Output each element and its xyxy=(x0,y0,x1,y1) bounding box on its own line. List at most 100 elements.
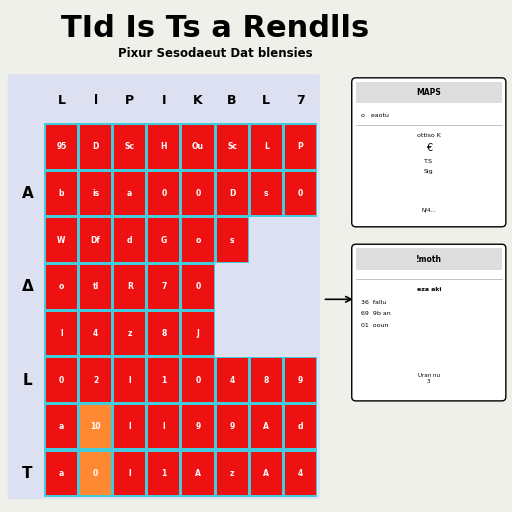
Bar xyxy=(114,405,145,449)
Text: l: l xyxy=(162,422,165,431)
Text: TId Is Ts a Rendlls: TId Is Ts a Rendlls xyxy=(61,14,369,42)
Bar xyxy=(217,452,248,495)
Bar xyxy=(217,218,248,262)
Bar xyxy=(147,450,181,497)
Bar xyxy=(114,358,145,402)
Bar xyxy=(182,172,214,215)
Bar xyxy=(80,452,111,495)
Text: ottiso K: ottiso K xyxy=(417,133,441,138)
Bar xyxy=(113,123,147,170)
Text: 2: 2 xyxy=(93,375,98,385)
Text: l: l xyxy=(129,422,131,431)
Text: 0: 0 xyxy=(161,189,166,198)
Text: Δ: Δ xyxy=(22,279,33,294)
Text: s: s xyxy=(264,189,268,198)
Text: Sc: Sc xyxy=(227,142,237,151)
Text: P: P xyxy=(125,94,134,106)
Bar xyxy=(215,123,249,170)
Bar xyxy=(251,172,282,215)
Bar xyxy=(181,263,215,310)
Text: d: d xyxy=(297,422,303,431)
Bar xyxy=(249,403,283,450)
Bar xyxy=(283,123,317,170)
Bar xyxy=(46,265,77,309)
Text: P: P xyxy=(297,142,303,151)
Bar xyxy=(113,403,147,450)
Bar xyxy=(148,172,179,215)
Text: a: a xyxy=(59,469,64,478)
Text: o: o xyxy=(195,236,201,245)
Text: 0: 0 xyxy=(59,375,64,385)
Text: !moth: !moth xyxy=(416,254,442,264)
Bar xyxy=(78,310,113,357)
Bar xyxy=(283,357,317,403)
Text: 4: 4 xyxy=(229,375,234,385)
Bar xyxy=(215,217,249,263)
Bar xyxy=(285,358,316,402)
Bar xyxy=(217,172,248,215)
Text: G: G xyxy=(161,236,167,245)
Bar xyxy=(114,312,145,355)
Bar xyxy=(45,403,78,450)
Bar xyxy=(46,452,77,495)
Bar xyxy=(148,218,179,262)
Bar xyxy=(285,405,316,449)
Text: d: d xyxy=(127,236,133,245)
Text: 0: 0 xyxy=(196,189,201,198)
Text: D: D xyxy=(229,189,236,198)
Bar xyxy=(113,170,147,217)
Bar xyxy=(285,452,316,495)
Bar xyxy=(80,125,111,168)
Text: L: L xyxy=(23,373,32,388)
Bar xyxy=(113,357,147,403)
Text: l: l xyxy=(60,329,63,338)
Bar xyxy=(45,450,78,497)
Bar xyxy=(80,358,111,402)
Bar xyxy=(113,263,147,310)
Bar xyxy=(249,123,283,170)
Bar xyxy=(147,217,181,263)
Bar xyxy=(148,125,179,168)
Bar xyxy=(46,405,77,449)
Text: z: z xyxy=(230,469,234,478)
Text: MAPS: MAPS xyxy=(416,88,441,97)
Text: b: b xyxy=(59,189,64,198)
Bar xyxy=(215,170,249,217)
Text: T: T xyxy=(22,466,33,481)
Bar xyxy=(114,218,145,262)
Bar xyxy=(148,265,179,309)
Text: l: l xyxy=(129,469,131,478)
Bar xyxy=(217,358,248,402)
Text: s: s xyxy=(230,236,234,245)
Bar xyxy=(78,170,113,217)
Text: K: K xyxy=(193,94,203,106)
Bar xyxy=(80,312,111,355)
Text: 0: 0 xyxy=(196,282,201,291)
FancyBboxPatch shape xyxy=(8,74,320,499)
Bar xyxy=(147,310,181,357)
Text: 10: 10 xyxy=(90,422,101,431)
Text: D: D xyxy=(92,142,99,151)
Text: 0: 0 xyxy=(196,375,201,385)
Bar xyxy=(181,450,215,497)
Bar xyxy=(148,358,179,402)
Text: 95: 95 xyxy=(56,142,67,151)
Text: N/4...: N/4... xyxy=(421,207,436,212)
Bar xyxy=(182,358,214,402)
Text: A: A xyxy=(263,469,269,478)
Text: 4: 4 xyxy=(93,329,98,338)
Text: is: is xyxy=(92,189,99,198)
Bar xyxy=(114,125,145,168)
Bar xyxy=(283,403,317,450)
Text: 36  fallu: 36 fallu xyxy=(361,300,387,305)
Text: a: a xyxy=(127,189,132,198)
Text: T.S: T.S xyxy=(424,159,433,164)
Text: 9: 9 xyxy=(196,422,201,431)
Bar xyxy=(78,217,113,263)
Bar xyxy=(285,172,316,215)
Bar xyxy=(356,248,502,270)
Bar xyxy=(182,125,214,168)
Text: 69  9b an: 69 9b an xyxy=(361,311,391,316)
Bar xyxy=(45,217,78,263)
Text: tl: tl xyxy=(93,282,99,291)
